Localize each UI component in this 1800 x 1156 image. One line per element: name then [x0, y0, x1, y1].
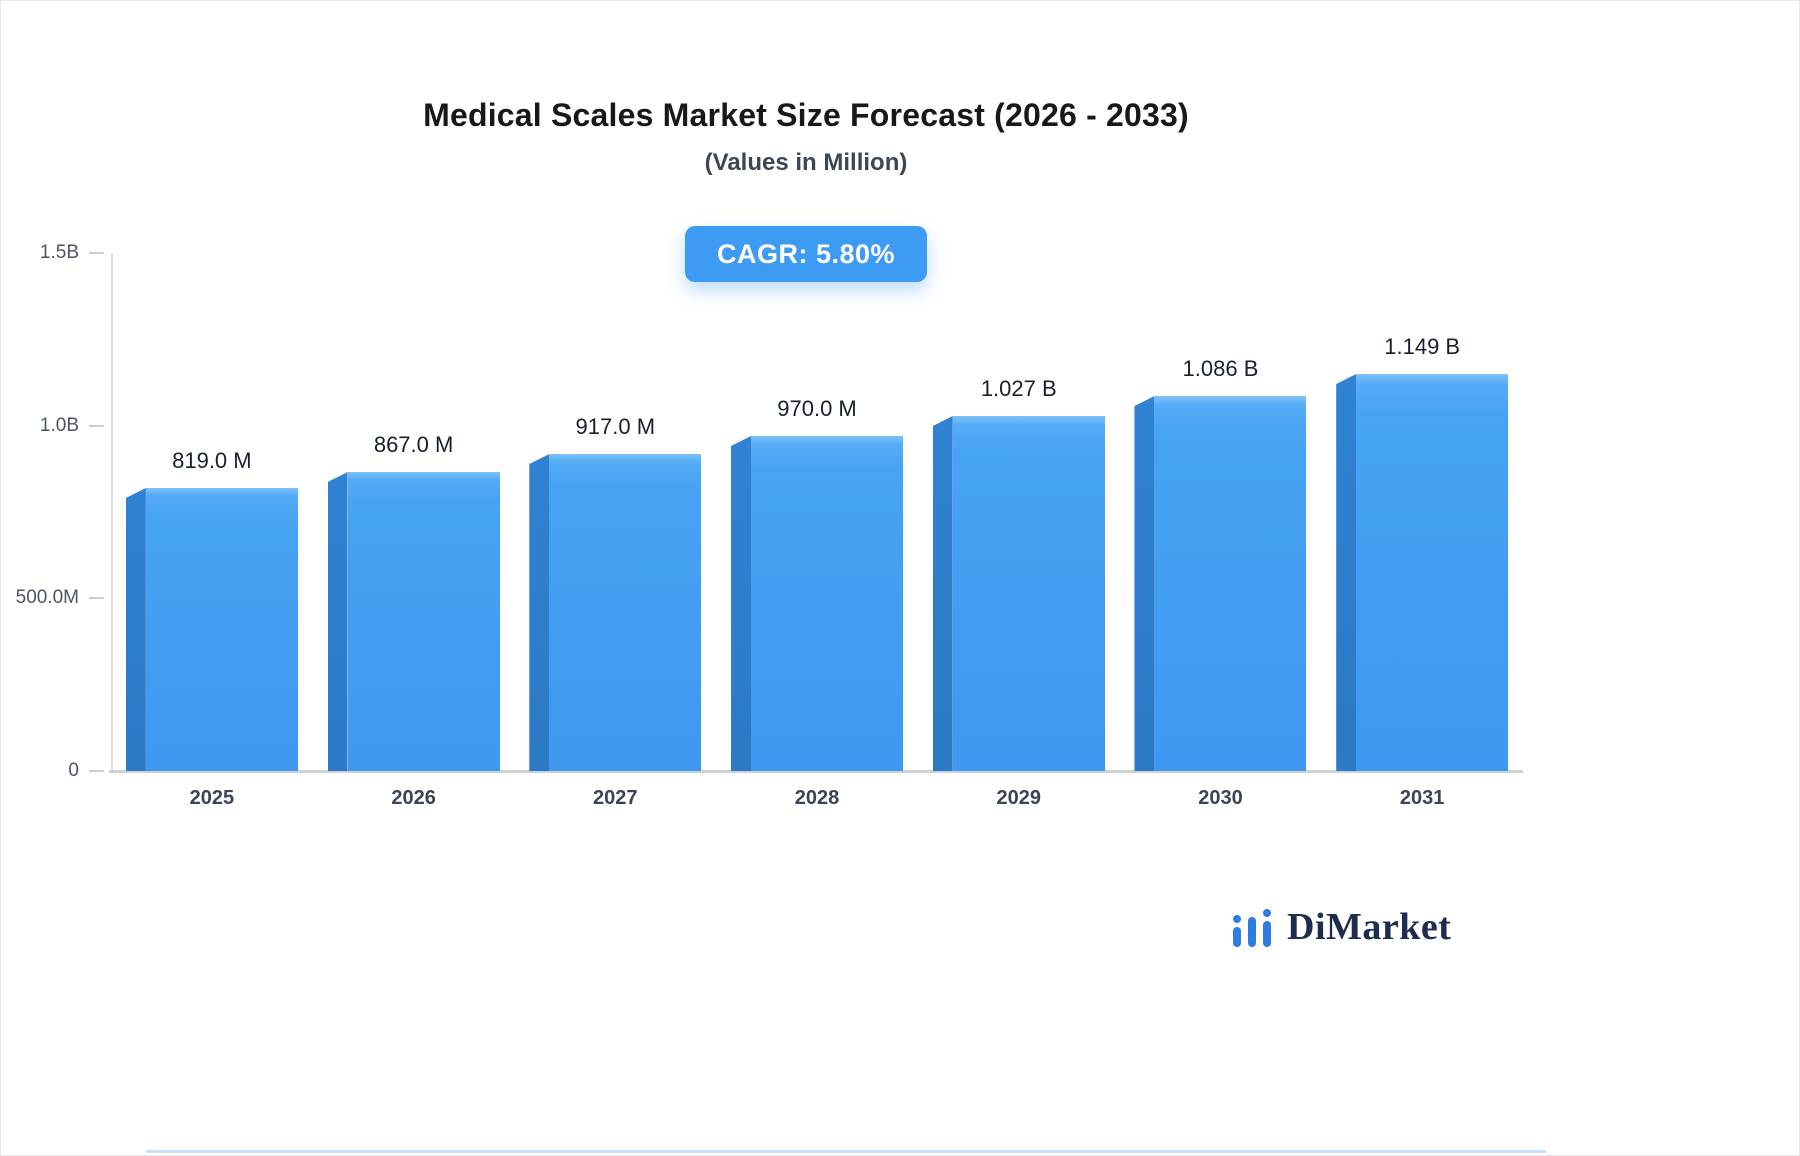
bar-value-label: 917.0 M	[575, 414, 656, 439]
x-tick-label-2025: 2025	[189, 787, 235, 809]
y-tick-mark	[89, 424, 104, 427]
dimarket-logo: DiMarket	[1229, 904, 1451, 950]
bars-container: 819.0 M 867.0 M 917.0 M 970.0 M 1.027 B 1.086…	[111, 253, 1523, 771]
bottom-accent-line	[146, 1150, 1546, 1153]
bar-side-face	[125, 488, 146, 771]
y-tick-mark	[89, 770, 104, 772]
x-tick-label-2027: 2027	[593, 787, 638, 809]
bar-side-face	[529, 454, 550, 771]
y-axis-line	[111, 253, 113, 771]
bar-side-face	[1134, 396, 1155, 771]
x-tick-label-2029: 2029	[996, 787, 1041, 809]
bar-front-face	[751, 436, 904, 771]
bar-value-label: 819.0 M	[172, 448, 252, 473]
bar-side-face	[1336, 374, 1357, 771]
bar-slot-2026: 867.0 M	[313, 253, 515, 771]
bar-slot-2030: 1.086 B	[1120, 253, 1322, 771]
bar-front-face	[145, 488, 298, 771]
x-axis-line	[109, 770, 1523, 773]
y-tick-label: 0	[68, 760, 79, 781]
bar-value-label: 1.149 B	[1384, 334, 1461, 359]
y-tick-label: 1.5B	[39, 242, 79, 263]
y-tick-label: 500.0M	[15, 587, 79, 609]
bar-value-label: 1.027 B	[980, 376, 1057, 401]
bar-2027[interactable]: 917.0 M	[529, 414, 702, 771]
bar-front-face	[1356, 374, 1509, 771]
bar-slot-2031: 1.149 B	[1321, 253, 1523, 771]
dimarket-logo-icon	[1233, 909, 1271, 947]
x-tick-label-2031: 2031	[1399, 787, 1445, 809]
bar-value-label: 970.0 M	[777, 396, 857, 421]
bar-front-face	[952, 416, 1105, 771]
bar-front-face	[549, 454, 702, 771]
x-tick-label-2026: 2026	[391, 787, 436, 809]
chart-subtitle: (Values in Million)	[704, 149, 908, 176]
cagr-badge: CAGR: 5.80%	[685, 226, 927, 282]
bar-2031[interactable]: 1.149 B	[1336, 334, 1509, 771]
bar-side-face	[327, 472, 348, 771]
bar-2030[interactable]: 1.086 B	[1134, 356, 1307, 771]
bar-slot-2027: 917.0 M	[514, 253, 716, 771]
bar-slot-2028: 970.0 M	[716, 253, 918, 771]
bar-front-face	[347, 472, 500, 771]
bar-side-face	[932, 416, 953, 771]
chart-title: Medical Scales Market Size Forecast (202…	[423, 97, 1189, 133]
y-tick-mark	[89, 597, 104, 600]
x-tick-label-2030: 2030	[1198, 787, 1243, 809]
bar-value-label: 1.086 B	[1182, 356, 1259, 381]
bar-side-face	[731, 436, 752, 771]
cagr-badge-label: CAGR: 5.80%	[716, 238, 896, 269]
bar-value-label: 867.0 M	[373, 432, 454, 457]
y-tick-label: 1.0B	[39, 414, 79, 436]
x-tick-label-2028: 2028	[794, 787, 840, 809]
bar-slot-2029: 1.027 B	[918, 253, 1120, 771]
bar-2029[interactable]: 1.027 B	[932, 376, 1105, 771]
bar-2028[interactable]: 970.0 M	[731, 396, 904, 771]
bar-2026[interactable]: 867.0 M	[327, 432, 500, 771]
bar-slot-2025: 819.0 M	[111, 253, 313, 771]
y-tick-mark	[89, 252, 104, 254]
dimarket-logo-text: DiMarket	[1287, 906, 1452, 948]
x-axis-labels: 2025 2026 2027 2028 2029 2030 2031	[111, 787, 1523, 810]
bar-2025[interactable]: 819.0 M	[125, 448, 298, 771]
bar-front-face	[1154, 396, 1307, 771]
